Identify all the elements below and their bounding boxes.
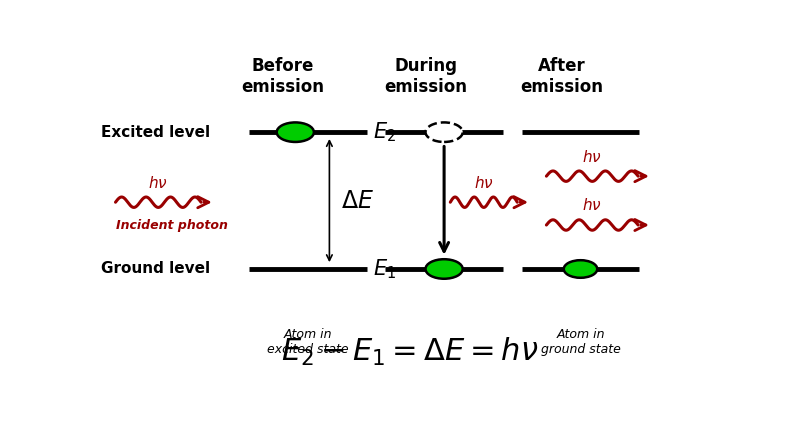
- Text: $E_1$: $E_1$: [373, 257, 396, 281]
- Text: $E_2$: $E_2$: [373, 121, 396, 144]
- Text: $h\nu$: $h\nu$: [582, 148, 602, 165]
- Text: $E_2 - E_1 = \Delta E = h\nu$: $E_2 - E_1 = \Delta E = h\nu$: [282, 336, 538, 368]
- Text: Before
emission: Before emission: [242, 57, 325, 96]
- Circle shape: [564, 260, 598, 278]
- Text: $\Delta E$: $\Delta E$: [341, 189, 374, 213]
- Circle shape: [277, 122, 314, 142]
- Circle shape: [426, 122, 462, 142]
- Text: Atom in
excited state: Atom in excited state: [267, 327, 349, 356]
- Text: Excited level: Excited level: [102, 125, 210, 140]
- Text: During
emission: During emission: [384, 57, 467, 96]
- Text: Atom in
ground state: Atom in ground state: [541, 327, 621, 356]
- Circle shape: [426, 259, 462, 279]
- Text: Incident photon: Incident photon: [115, 219, 227, 231]
- Text: $h\nu$: $h\nu$: [582, 198, 602, 214]
- Text: After
emission: After emission: [520, 57, 603, 96]
- Text: Ground level: Ground level: [102, 261, 210, 277]
- Text: $h\nu$: $h\nu$: [474, 175, 494, 191]
- Text: $h\nu$: $h\nu$: [148, 175, 168, 191]
